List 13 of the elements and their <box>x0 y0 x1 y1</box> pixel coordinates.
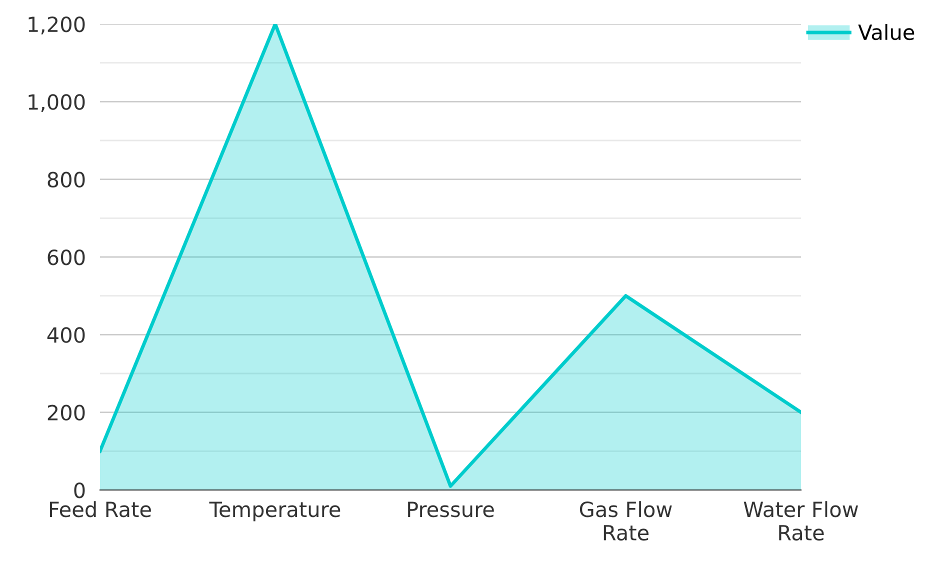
y-tick-label: 0 <box>74 482 85 498</box>
y-tick-label: 600 <box>48 249 85 266</box>
x-tick-label: Temperature <box>209 502 340 522</box>
y-tick-label: 400 <box>47 327 85 343</box>
x-tick-label: Water Flow Rate <box>744 501 858 541</box>
legend-label: Value <box>858 24 914 40</box>
y-tick-label: 1,200 <box>28 16 85 34</box>
x-tick-label: Gas Flow Rate <box>580 501 672 541</box>
y-tick-label: 200 <box>48 404 85 421</box>
x-tick-label: Pressure <box>408 502 494 518</box>
y-tick-label: 800 <box>48 172 85 188</box>
y-tick-label: 1,000 <box>28 94 85 112</box>
x-tick-label: Feed Rate <box>50 501 151 518</box>
